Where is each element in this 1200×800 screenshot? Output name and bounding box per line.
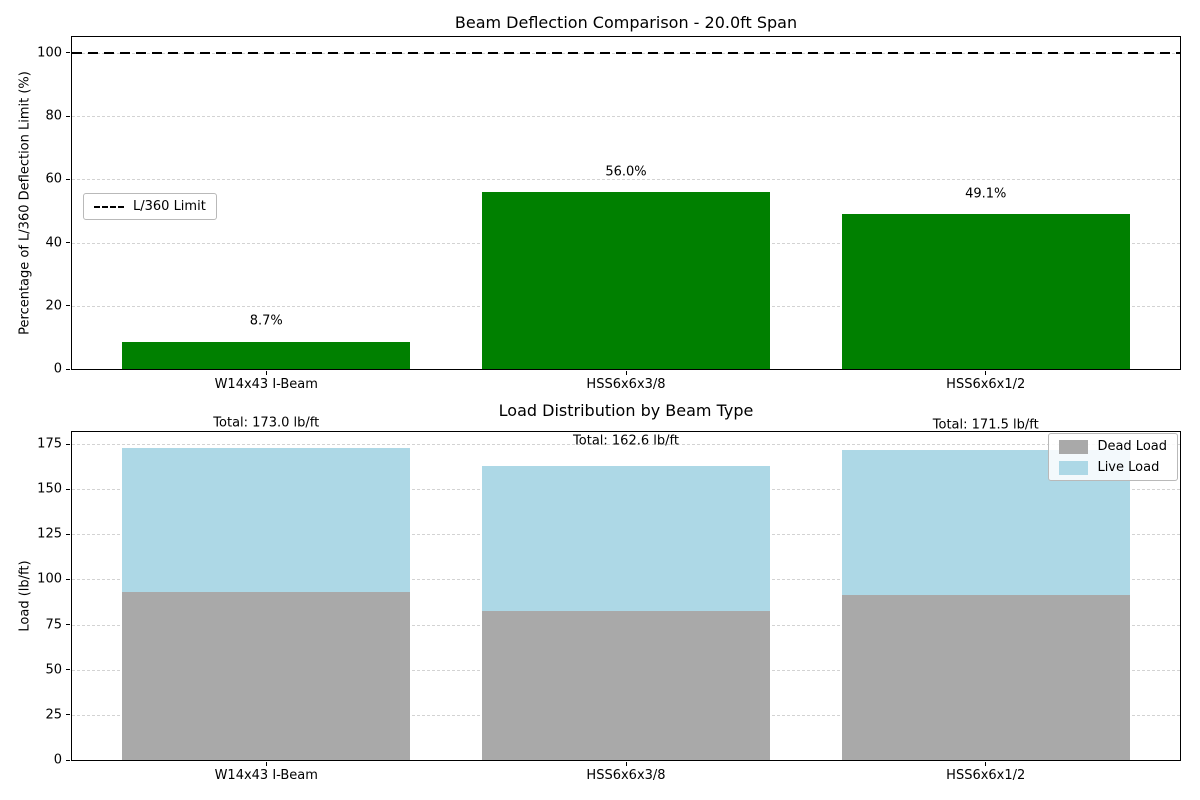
x-tick-mark bbox=[985, 762, 987, 766]
legend-swatch bbox=[1059, 439, 1089, 454]
y-tick-mark bbox=[66, 533, 70, 535]
bar bbox=[122, 341, 411, 369]
total-label: Total: 162.6 lb/ft bbox=[573, 433, 679, 449]
x-tick-label: HSS6x6x1/2 bbox=[946, 377, 1026, 392]
deflection-chart-ylabel: Percentage of L/360 Deflection Limit (%) bbox=[17, 71, 33, 335]
y-tick-mark bbox=[66, 242, 70, 244]
y-tick-label: 100 bbox=[37, 571, 62, 587]
y-tick-mark bbox=[66, 624, 70, 626]
grid-line bbox=[72, 179, 1180, 181]
deflection-chart-axes: 0 20 40 60 80 100 W14x43 I-Beam HSS6x6x3/8 HSS6x… bbox=[37, 36, 1181, 392]
y-tick-mark bbox=[66, 714, 70, 716]
total-label: Total: 171.5 lb/ft bbox=[932, 417, 1039, 433]
y-tick-label: 50 bbox=[45, 662, 62, 678]
dashed-line-sample bbox=[94, 205, 124, 208]
grid-line bbox=[72, 116, 1180, 118]
legend: Dead Load Live Load bbox=[1048, 433, 1178, 481]
y-tick-label: 75 bbox=[45, 617, 62, 633]
y-tick-label: 20 bbox=[45, 298, 62, 314]
legend-label: Live Load bbox=[1097, 460, 1160, 475]
y-tick-mark bbox=[66, 578, 70, 580]
x-tick-mark bbox=[625, 762, 627, 766]
y-tick-mark bbox=[66, 115, 70, 117]
y-tick-label: 60 bbox=[45, 171, 62, 187]
y-tick-label: 100 bbox=[37, 45, 62, 61]
legend-swatch bbox=[1059, 460, 1089, 475]
legend-row: Live Load bbox=[1059, 460, 1167, 475]
x-tick-mark bbox=[985, 371, 987, 375]
y-tick-mark bbox=[66, 443, 70, 445]
y-tick-mark bbox=[66, 669, 70, 671]
y-tick-label: 40 bbox=[45, 235, 62, 251]
load-chart-title: Load Distribution by Beam Type bbox=[498, 401, 754, 420]
stacked-bar-segment bbox=[122, 592, 411, 760]
x-tick-mark bbox=[265, 762, 267, 766]
deflection-chart-title: Beam Deflection Comparison - 20.0ft Span bbox=[454, 13, 798, 32]
x-tick-mark bbox=[625, 371, 627, 375]
x-tick-label: HSS6x6x1/2 bbox=[946, 768, 1026, 783]
stacked-bar-segment bbox=[482, 466, 770, 611]
x-tick-mark bbox=[265, 371, 267, 375]
stacked-bar-segment bbox=[841, 594, 1130, 760]
y-tick-label: 0 bbox=[53, 752, 62, 768]
value-label: 8.7% bbox=[249, 313, 283, 329]
y-tick-mark bbox=[66, 178, 70, 180]
stacked-bar-segment bbox=[122, 447, 411, 593]
x-tick-label: HSS6x6x3/8 bbox=[586, 768, 666, 783]
stacked-bar-segment bbox=[482, 610, 770, 760]
x-tick-label: HSS6x6x3/8 bbox=[586, 377, 666, 392]
legend-row: Dead Load bbox=[1059, 439, 1167, 454]
y-tick-mark bbox=[66, 52, 70, 54]
y-tick-mark bbox=[66, 488, 70, 490]
grid-line bbox=[72, 444, 1180, 445]
bar bbox=[482, 191, 770, 369]
x-tick-label: W14x43 I-Beam bbox=[214, 768, 318, 783]
bar bbox=[841, 213, 1130, 369]
legend-label: L/360 Limit bbox=[133, 199, 206, 214]
y-tick-label: 0 bbox=[53, 361, 62, 377]
value-label: 56.0% bbox=[605, 164, 647, 180]
value-label: 49.1% bbox=[965, 186, 1007, 202]
y-tick-mark bbox=[66, 305, 70, 307]
y-tick-label: 80 bbox=[45, 108, 62, 124]
x-tick-label: W14x43 I-Beam bbox=[214, 377, 318, 392]
limit-line bbox=[72, 51, 1180, 54]
load-chart-axes: 0 25 50 75 100 125 150 175 W14x43 I-Beam HSS6x6x3… bbox=[37, 415, 1181, 783]
y-tick-mark bbox=[66, 368, 70, 370]
y-tick-label: 150 bbox=[37, 481, 62, 497]
y-tick-label: 175 bbox=[37, 436, 62, 452]
load-chart-ylabel: Load (lb/ft) bbox=[17, 560, 33, 632]
legend-row: L/360 Limit bbox=[94, 199, 206, 214]
y-tick-label: 125 bbox=[37, 526, 62, 542]
legend-label: Dead Load bbox=[1097, 439, 1167, 454]
y-tick-label: 25 bbox=[45, 707, 62, 723]
total-label: Total: 173.0 lb/ft bbox=[213, 415, 320, 431]
legend: L/360 Limit bbox=[83, 193, 217, 220]
y-tick-mark bbox=[66, 759, 70, 761]
